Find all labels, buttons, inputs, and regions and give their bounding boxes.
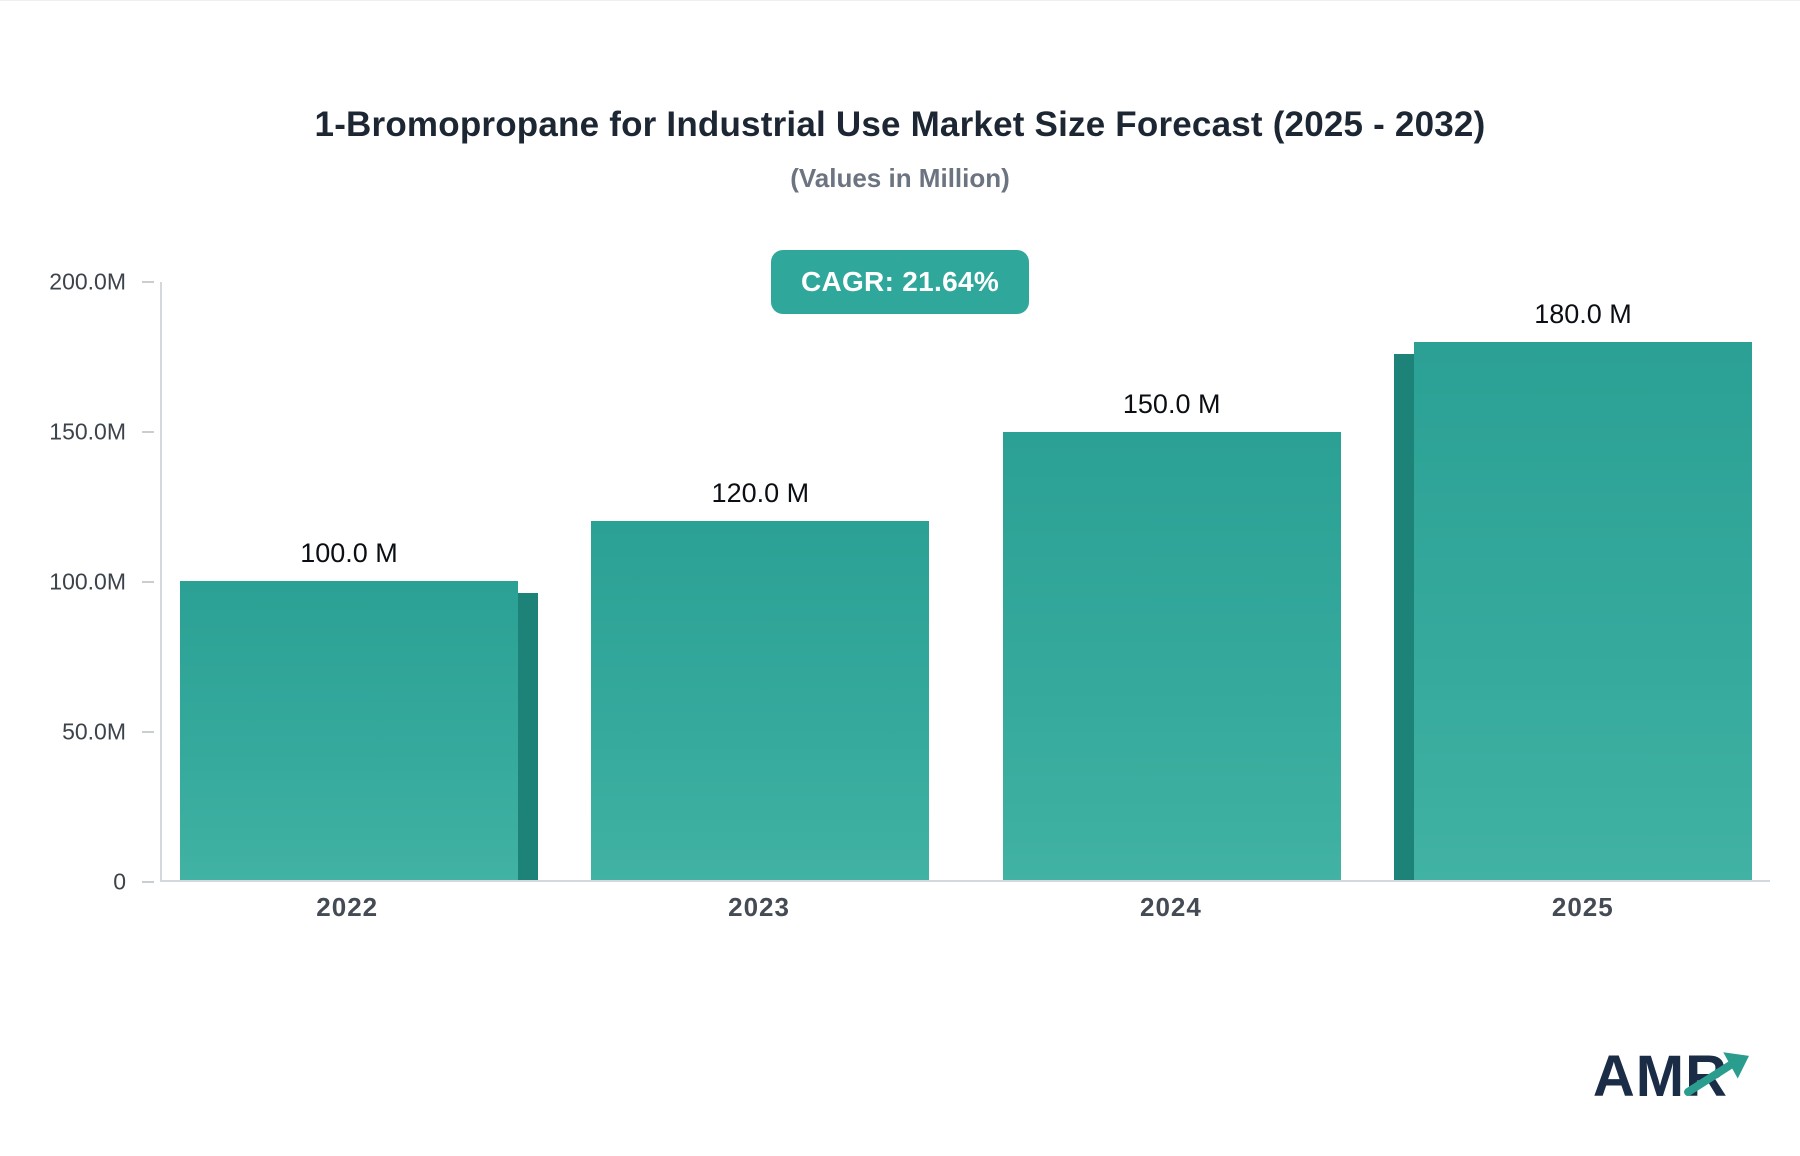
- x-axis-label: 2024: [1140, 892, 1202, 922]
- bar-group-2023: 120.0 M: [591, 282, 930, 880]
- plot-area: 100.0 M 120.0 M 150.0 M 180.0 M: [160, 282, 1770, 882]
- bar-2022: [180, 581, 538, 880]
- bar-2023: [591, 521, 930, 880]
- y-axis: 0 50.0M 100.0M 150.0M 200.0M: [0, 269, 160, 895]
- bar-group-2024: 150.0 M: [1002, 282, 1341, 880]
- y-tick-mark: [142, 581, 154, 583]
- y-tick-mark: [142, 431, 154, 433]
- bar-value-label: 100.0 M: [300, 538, 398, 568]
- cagr-badge-row: CAGR: 21.64%: [0, 250, 1800, 314]
- y-tick-mark: [142, 281, 154, 283]
- bar-value-label: 150.0 M: [1122, 388, 1221, 419]
- x-axis: 2022 2023 2024 2025: [160, 892, 1770, 923]
- y-tick-label: 0: [113, 868, 126, 895]
- bar-value-label: 180.0 M: [1534, 298, 1632, 329]
- x-axis-label: 2025: [1551, 892, 1614, 922]
- y-tick-label: 100.0M: [49, 568, 126, 595]
- bar-2024: [1002, 431, 1341, 880]
- x-axis-label: 2022: [316, 892, 379, 922]
- chart-title: 1-Bromopropane for Industrial Use Market…: [314, 105, 1486, 144]
- bar-value-label: 120.0 M: [711, 478, 810, 509]
- y-tick-mark: [142, 881, 154, 883]
- cagr-badge: CAGR: 21.64%: [770, 250, 1030, 314]
- y-tick-mark: [142, 731, 154, 733]
- y-tick-label: 200.0M: [49, 268, 126, 295]
- amr-logo: AMR: [1592, 1043, 1749, 1110]
- y-tick-label: 150.0M: [49, 418, 126, 445]
- amr-logo-text: AMR: [1592, 1044, 1728, 1109]
- amr-logo-arrow-icon: [1684, 1052, 1749, 1096]
- bar-group-2022: 100.0 M: [180, 282, 538, 880]
- y-tick-label: 50.0M: [62, 718, 126, 745]
- bar-2025: [1394, 341, 1752, 881]
- bar-group-2025: 180.0 M: [1394, 282, 1752, 881]
- x-axis-label: 2023: [728, 892, 790, 922]
- chart-subtitle: (Values in Million): [790, 163, 1010, 193]
